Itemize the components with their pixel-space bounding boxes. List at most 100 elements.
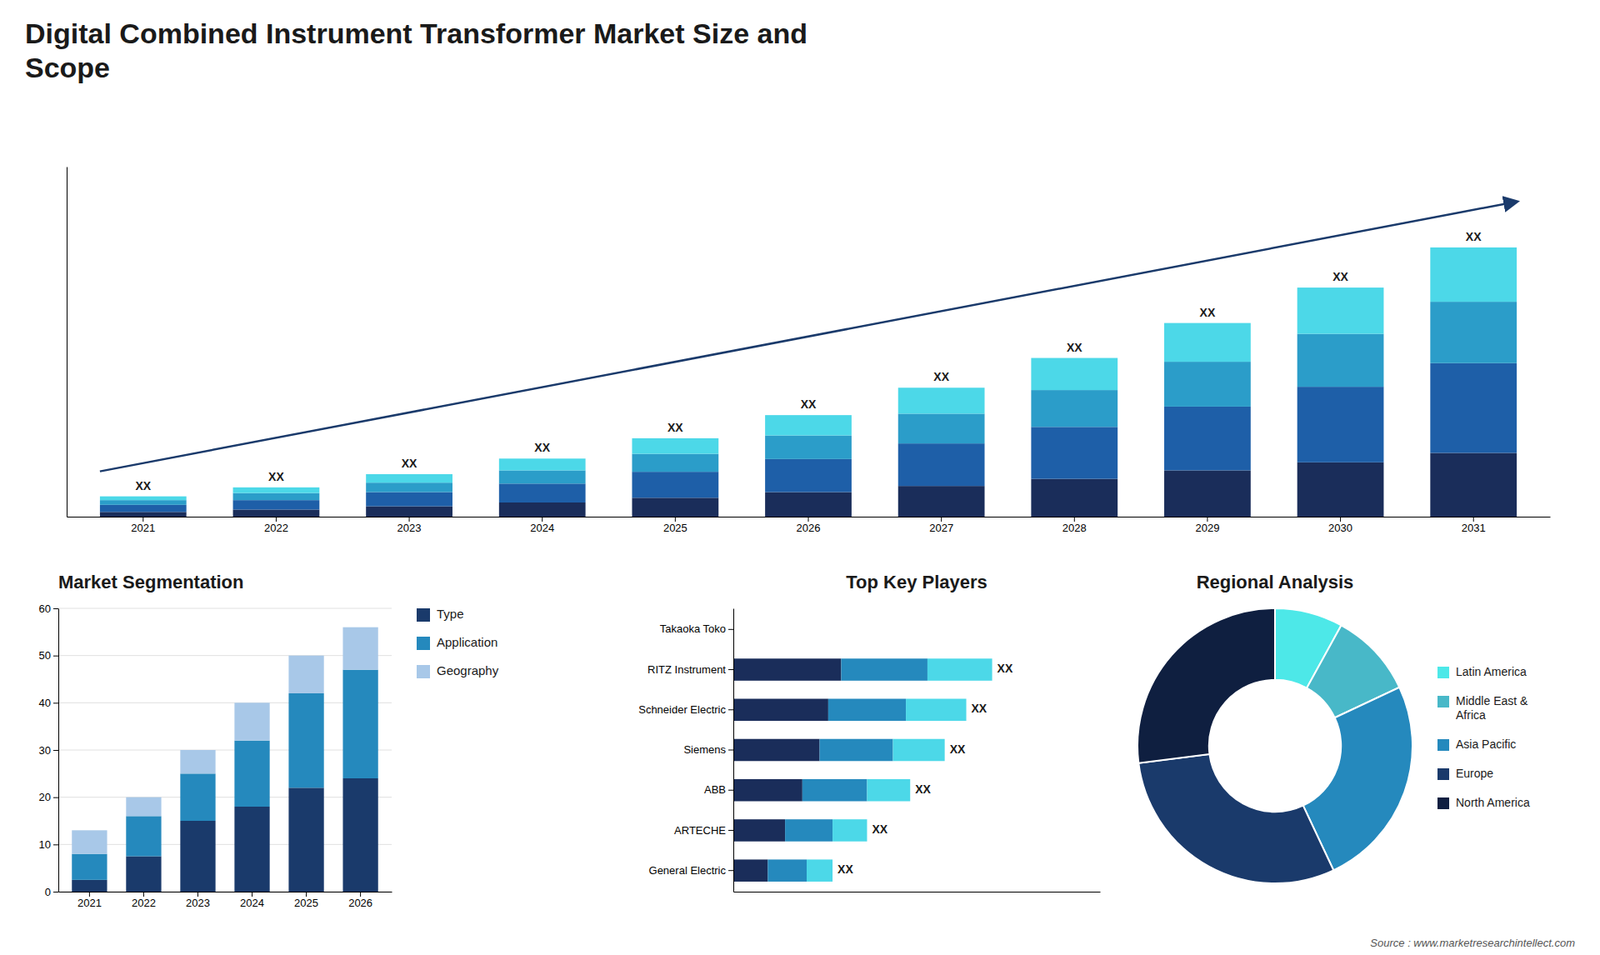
pie-chart: Latin AmericaMiddle East &AfricaAsia Pac… <box>1137 608 1530 884</box>
bar-label: XX <box>997 661 1014 675</box>
legend-label-line: Europe <box>1455 766 1494 780</box>
legend-entry: North America <box>1437 795 1530 810</box>
tick: 2027 <box>929 516 954 535</box>
tick-mark <box>728 629 734 630</box>
tick-label: 30 <box>39 744 51 757</box>
tick: 2031 <box>1461 516 1486 535</box>
bar-labels: XXXXXXXXXXXXXXXXXXXXXX <box>135 230 1482 493</box>
bar <box>288 655 324 694</box>
bar <box>631 471 719 498</box>
bars <box>100 247 1517 517</box>
legend-swatch <box>416 608 430 622</box>
bar <box>365 482 453 492</box>
grid-line <box>58 750 392 751</box>
bar <box>1430 363 1517 454</box>
tick-label: 60 <box>39 602 51 615</box>
legend-swatch <box>416 665 430 679</box>
tick: 2024 <box>240 891 265 910</box>
tick-label: 2025 <box>294 896 319 910</box>
bars <box>71 627 378 892</box>
tick: 2026 <box>348 891 373 910</box>
legend-label: Type <box>436 606 465 621</box>
bar <box>765 435 852 460</box>
bar <box>1430 301 1517 364</box>
tick-label: Siemens <box>683 743 726 756</box>
bar-label: XX <box>837 862 854 876</box>
tick: 2022 <box>264 516 289 535</box>
tick-label: Takaoka Toko <box>660 622 726 635</box>
tick-label: 2026 <box>796 521 821 535</box>
bar <box>785 819 833 842</box>
tick-mark <box>940 516 942 522</box>
tick-mark <box>197 891 199 897</box>
tick: 2021 <box>77 891 102 910</box>
grid-line <box>58 796 392 798</box>
bar-label: XX <box>268 470 285 484</box>
tick-label: ARTECHE <box>674 824 726 837</box>
bar <box>499 470 586 484</box>
legend-entry: Application <box>416 635 498 650</box>
legend: Latin AmericaMiddle East &AfricaAsia Pac… <box>1437 665 1530 810</box>
tick-label: 2028 <box>1062 521 1087 535</box>
tick-label: ABB <box>704 783 726 796</box>
source-note: Source : www.marketresearchintellect.com <box>1370 936 1575 950</box>
bar <box>733 699 829 722</box>
bar-series <box>767 658 928 882</box>
grid <box>58 608 392 892</box>
bar <box>365 474 453 483</box>
tick-label: General Electric <box>649 864 727 877</box>
tick-mark <box>728 669 734 670</box>
tick: 2029 <box>1195 516 1220 535</box>
bar <box>71 830 107 854</box>
title-line: Scope <box>25 51 110 84</box>
bar <box>733 779 803 802</box>
bar <box>765 415 852 435</box>
bar <box>1430 247 1517 302</box>
bar <box>866 779 910 802</box>
bar <box>1297 287 1385 335</box>
bar-label: XX <box>1332 270 1349 284</box>
tick: RITZ Instrument <box>647 663 734 676</box>
tick-label: 2023 <box>185 896 210 910</box>
y-axis <box>66 167 68 518</box>
legend-swatch <box>1437 666 1450 679</box>
tick-mark <box>53 844 59 845</box>
tick: 2025 <box>663 516 688 535</box>
bar <box>180 820 215 892</box>
bar <box>802 779 868 802</box>
tick-mark <box>1340 516 1341 522</box>
tick: 2024 <box>530 516 555 535</box>
bar <box>499 483 586 503</box>
legend-label: Middle East &Africa <box>1455 694 1529 722</box>
page: 2021202220232024202520262027202820292030… <box>0 0 1600 955</box>
tick: 50 <box>39 649 59 662</box>
tick-label: 2031 <box>1461 521 1486 535</box>
tick-mark <box>728 830 734 831</box>
bar-label: XX <box>971 701 988 715</box>
bar-label: XX <box>1200 305 1216 320</box>
bar-label: XX <box>871 822 888 836</box>
legend-label: Asia Pacific <box>1455 737 1516 751</box>
legend-entry: Middle East &Africa <box>1437 694 1529 722</box>
tick: 2023 <box>185 891 210 910</box>
bar-series <box>71 670 378 880</box>
tick: General Electric <box>649 864 734 877</box>
legend-label: Europe <box>1455 766 1494 780</box>
bar-label: XX <box>800 397 817 411</box>
title-line: Top Key Players <box>845 571 988 593</box>
bar-label: XX <box>667 420 684 435</box>
bar <box>125 856 161 893</box>
tick-label: 2026 <box>348 896 373 910</box>
bar <box>125 815 161 856</box>
tick-label: 2025 <box>663 521 688 535</box>
bar <box>832 819 867 842</box>
bar-label: XX <box>933 370 950 384</box>
axis-line <box>733 609 735 893</box>
tick: 2028 <box>1062 516 1087 535</box>
bar <box>631 438 719 455</box>
bar-label: XX <box>1465 230 1482 244</box>
tick: 0 <box>45 885 59 899</box>
chart-title: Top Key Players <box>845 571 988 593</box>
tick-mark <box>1206 516 1208 522</box>
tick: 40 <box>39 696 59 710</box>
